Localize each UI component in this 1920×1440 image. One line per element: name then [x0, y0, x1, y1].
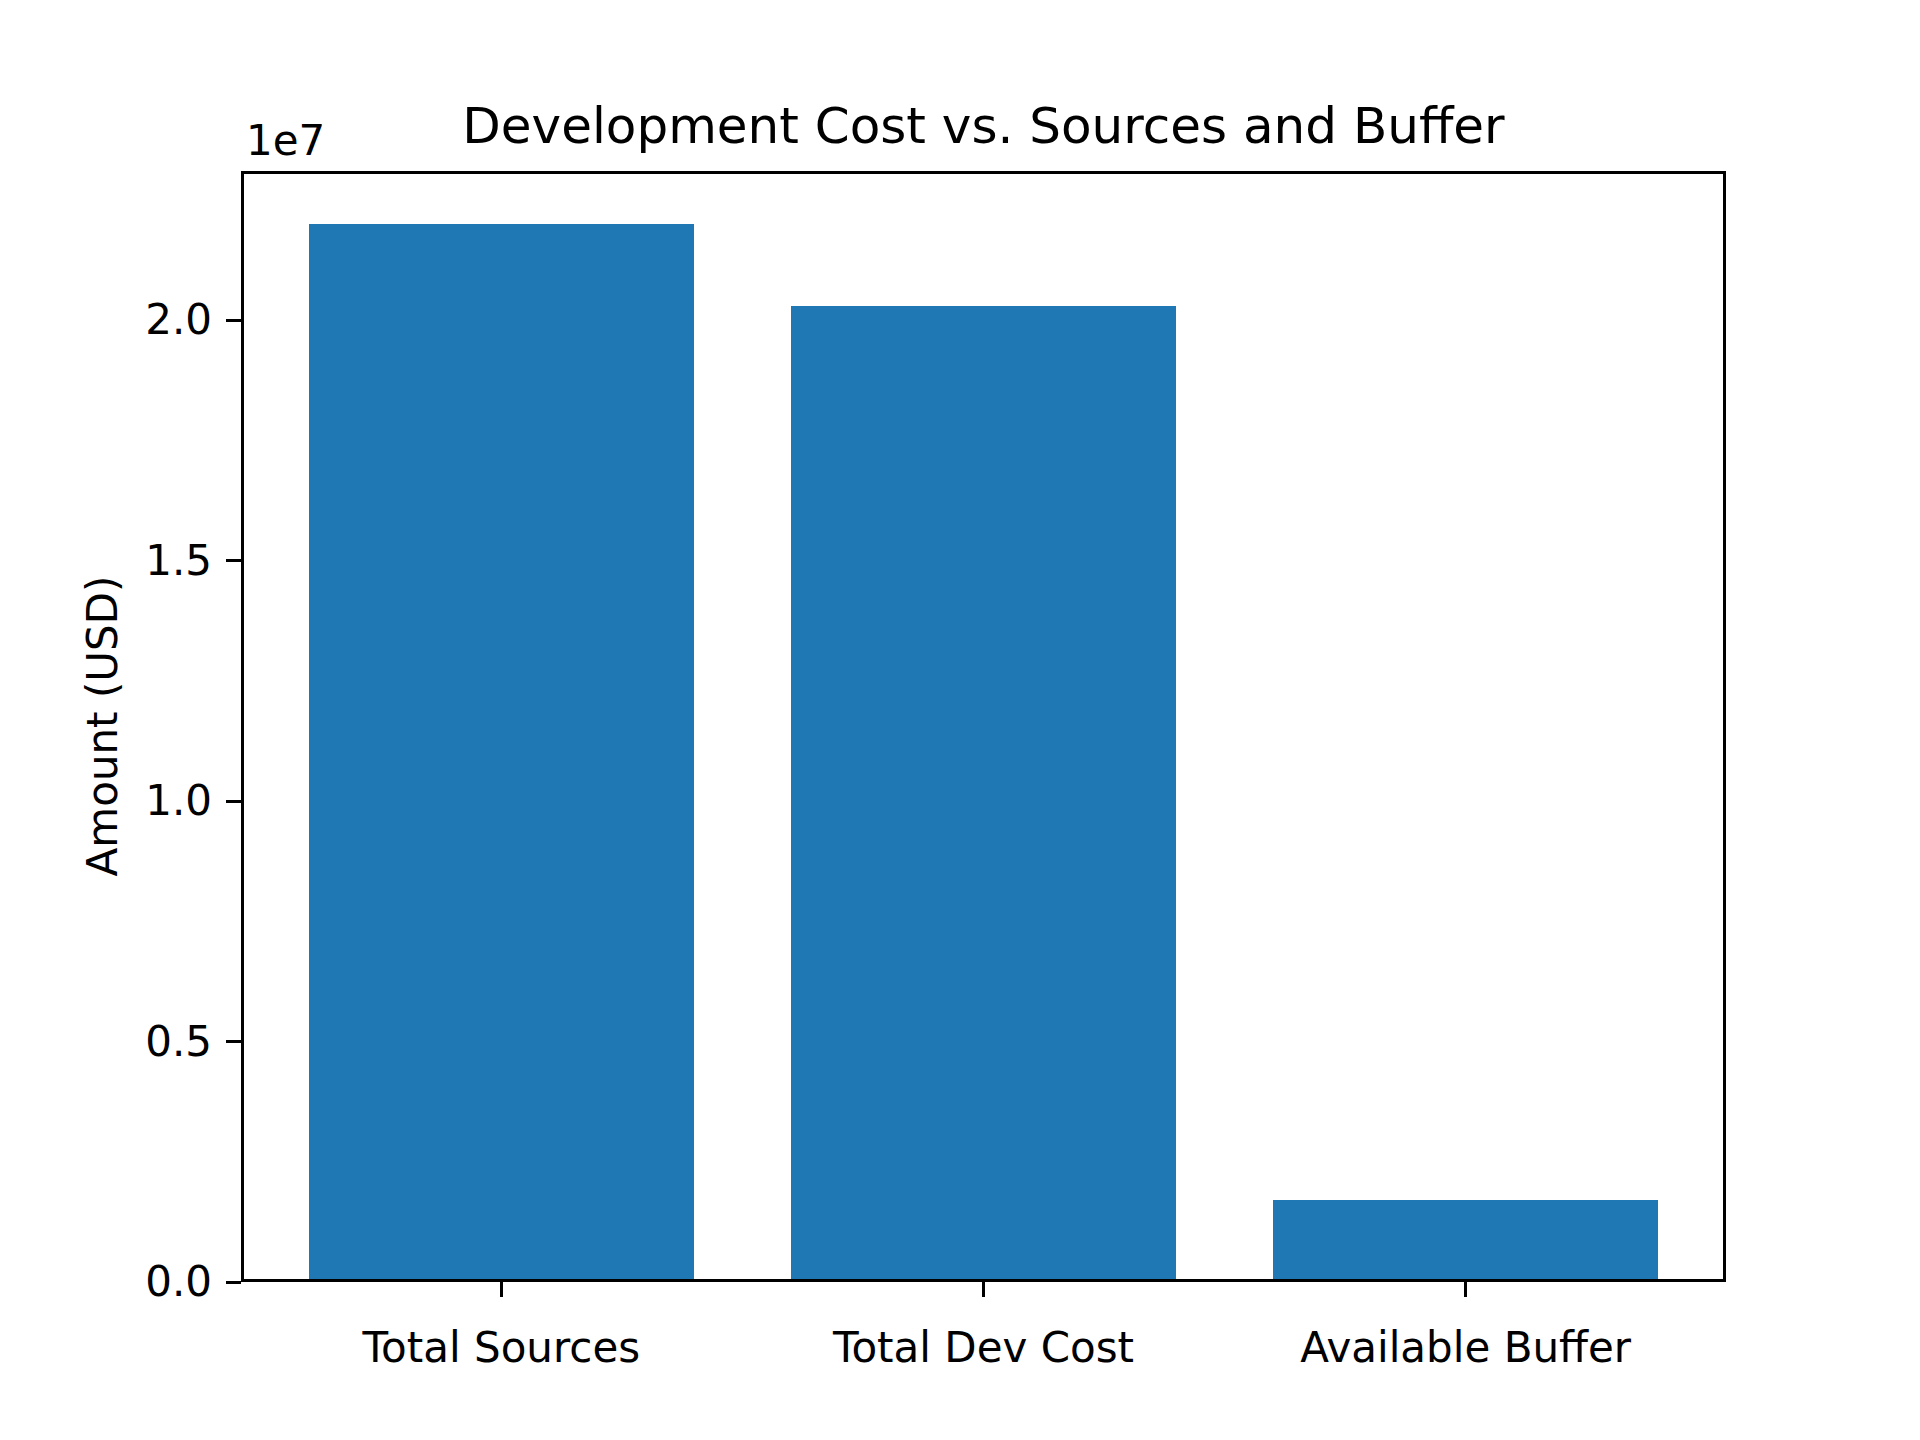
- y-tick-label: 1.0: [32, 778, 212, 824]
- y-tick-mark: [226, 800, 241, 803]
- y-tick-label: 0.5: [32, 1019, 212, 1065]
- y-tick-mark: [226, 1281, 241, 1284]
- bar-total-dev-cost: [791, 306, 1177, 1282]
- y-tick-label: 2.0: [32, 297, 212, 343]
- x-tick-label: Total Dev Cost: [734, 1322, 1234, 1374]
- y-tick-mark: [226, 1040, 241, 1043]
- y-axis-offset-label: 1e7: [246, 118, 325, 164]
- x-tick-mark: [1464, 1282, 1467, 1297]
- x-tick-mark: [982, 1282, 985, 1297]
- chart-title: Development Cost vs. Sources and Buffer: [241, 96, 1726, 156]
- y-tick-mark: [226, 319, 241, 322]
- x-tick-label: Available Buffer: [1216, 1322, 1716, 1374]
- y-tick-label: 0.0: [32, 1259, 212, 1305]
- y-tick-label: 1.5: [32, 538, 212, 584]
- y-axis-label: Amount (USD): [80, 576, 126, 877]
- bar-available-buffer: [1273, 1200, 1659, 1282]
- x-tick-label: Total Sources: [251, 1322, 751, 1374]
- bar-chart-figure: Development Cost vs. Sources and Buffer …: [0, 0, 1920, 1440]
- bar-total-sources: [309, 224, 695, 1282]
- y-tick-mark: [226, 559, 241, 562]
- plot-area: [241, 171, 1726, 1282]
- x-tick-mark: [500, 1282, 503, 1297]
